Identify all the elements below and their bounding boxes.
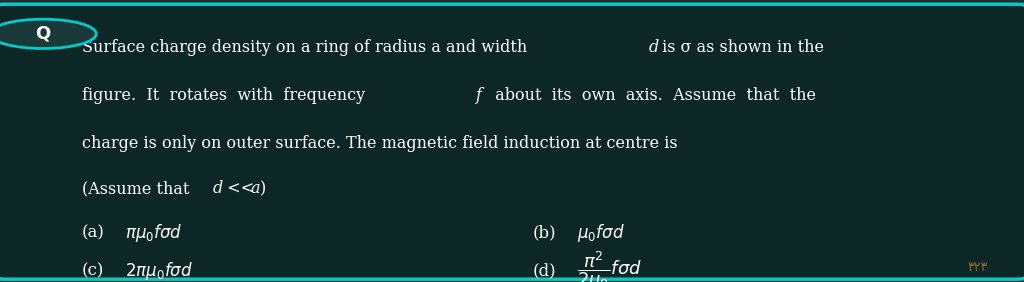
- Text: ٣٢٣: ٣٢٣: [968, 261, 988, 274]
- Text: $\dfrac{\pi^2}{2\mu_0}f\sigma d$: $\dfrac{\pi^2}{2\mu_0}f\sigma d$: [577, 249, 641, 282]
- Text: (b): (b): [532, 224, 556, 241]
- Text: about  its  own  axis.  Assume  that  the: about its own axis. Assume that the: [485, 87, 816, 104]
- Text: <<: <<: [222, 180, 259, 197]
- Text: d: d: [213, 180, 223, 197]
- Text: (a): (a): [82, 224, 104, 241]
- Text: is σ as shown in the: is σ as shown in the: [657, 39, 824, 56]
- Text: (d): (d): [532, 262, 556, 279]
- Text: charge is only on outer surface. The magnetic field induction at centre is: charge is only on outer surface. The mag…: [82, 135, 678, 152]
- Text: Surface charge density on a ring of radius a and width: Surface charge density on a ring of radi…: [82, 39, 532, 56]
- FancyBboxPatch shape: [0, 4, 1024, 279]
- Text: a: a: [251, 180, 260, 197]
- Text: figure.  It  rotates  with  frequency: figure. It rotates with frequency: [82, 87, 370, 104]
- Text: f: f: [476, 87, 482, 104]
- Text: (Assume that: (Assume that: [82, 180, 195, 197]
- Text: $\pi\mu_0 f\sigma d$: $\pi\mu_0 f\sigma d$: [125, 222, 182, 244]
- Text: d: d: [648, 39, 658, 56]
- Text: $2\pi\mu_0 f\sigma d$: $2\pi\mu_0 f\sigma d$: [125, 260, 193, 282]
- Text: $\mu_0 f\sigma d$: $\mu_0 f\sigma d$: [577, 222, 625, 244]
- Circle shape: [0, 19, 96, 49]
- Text: (c): (c): [82, 262, 104, 279]
- Text: ): ): [260, 180, 266, 197]
- Text: Q: Q: [36, 25, 50, 43]
